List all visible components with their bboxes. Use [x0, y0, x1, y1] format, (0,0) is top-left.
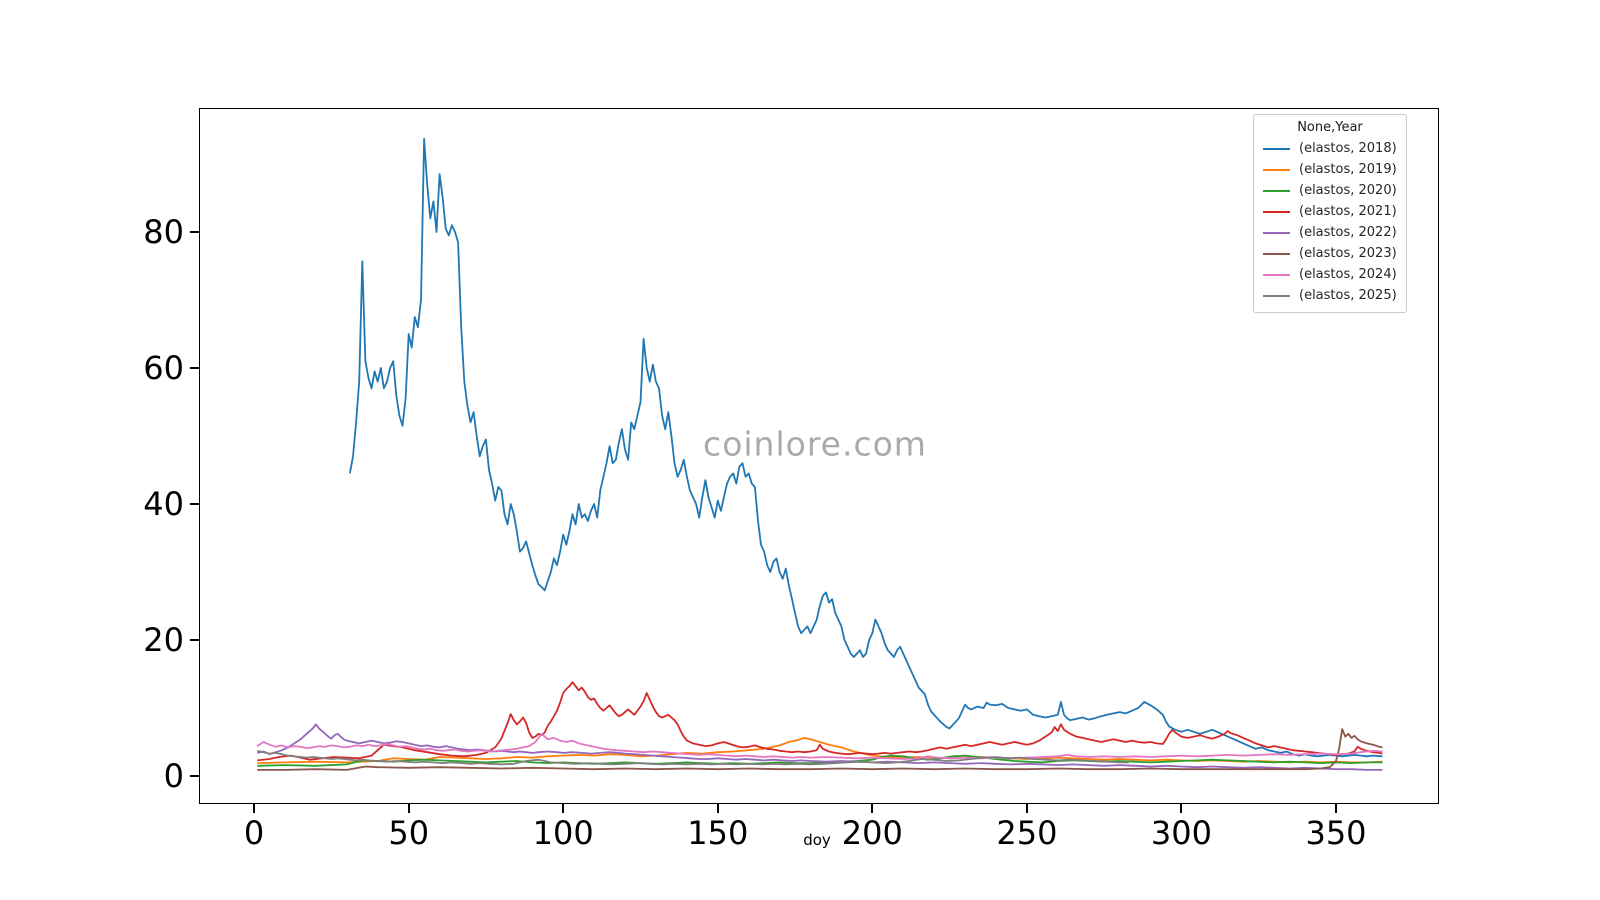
y-tick-label: 20: [143, 621, 184, 659]
legend-entry-label: (elastos, 2018): [1299, 141, 1397, 156]
legend-entry: (elastos, 2022): [1254, 222, 1406, 243]
legend-entry-label: (elastos, 2021): [1299, 204, 1397, 219]
legend-line-swatch: [1263, 147, 1290, 150]
y-tick-mark: [190, 775, 199, 777]
legend-line-swatch: [1263, 231, 1290, 234]
legend-entry-label: (elastos, 2019): [1299, 162, 1397, 177]
legend-line-swatch: [1263, 189, 1290, 192]
y-tick-label: 0: [163, 757, 184, 795]
legend-entries: (elastos, 2018) (elastos, 2019) (elastos, …: [1254, 138, 1406, 306]
x-tick-mark: [1335, 804, 1337, 813]
legend-entry-label: (elastos, 2024): [1299, 267, 1397, 282]
chart-line-2022: [257, 724, 1382, 770]
chart-line-2023: [257, 729, 1382, 770]
x-tick-label: 150: [687, 814, 749, 852]
legend-line-swatch: [1263, 168, 1290, 171]
x-tick-mark: [871, 804, 874, 813]
y-tick-mark: [190, 639, 199, 641]
chart-line-2018: [350, 139, 1383, 756]
legend-entry: (elastos, 2019): [1254, 159, 1406, 180]
legend-entry-label: (elastos, 2020): [1299, 183, 1397, 198]
x-tick-label: 250: [996, 814, 1058, 852]
legend-entry: (elastos, 2023): [1254, 243, 1406, 264]
x-tick-label: 50: [388, 814, 430, 852]
legend-line-swatch: [1263, 252, 1290, 255]
chart-line-2024: [257, 734, 1382, 759]
legend: None,Year (elastos, 2018) (elastos, 2019)…: [1253, 114, 1407, 313]
x-tick-mark: [407, 804, 410, 813]
chart-line-2020: [257, 756, 1382, 766]
legend-title: None,Year: [1297, 120, 1363, 135]
x-tick-mark: [562, 804, 565, 813]
x-tick-label: 300: [1150, 814, 1212, 852]
legend-entry-label: (elastos, 2023): [1299, 246, 1397, 261]
x-tick-label: 100: [532, 814, 594, 852]
chart-canvas: [200, 109, 1438, 803]
y-tick-mark: [190, 503, 199, 505]
x-tick-mark: [253, 804, 256, 813]
legend-entry-label: (elastos, 2025): [1299, 288, 1397, 303]
x-tick-mark: [1025, 804, 1028, 813]
watermark-text: coinlore.com: [703, 424, 927, 464]
x-axis-label: doy: [803, 831, 831, 849]
legend-entry: (elastos, 2021): [1254, 201, 1406, 222]
legend-line-swatch: [1263, 273, 1290, 276]
legend-entry: (elastos, 2025): [1254, 285, 1406, 306]
y-tick-label: 40: [143, 485, 184, 523]
y-tick-label: 80: [143, 213, 184, 251]
x-tick-mark: [716, 804, 719, 813]
x-tick-label: 200: [841, 814, 903, 852]
legend-entry: (elastos, 2024): [1254, 264, 1406, 285]
y-tick-label: 60: [143, 349, 184, 387]
y-tick-mark: [190, 367, 199, 369]
legend-entry: (elastos, 2020): [1254, 180, 1406, 201]
x-tick-label: 0: [243, 814, 265, 852]
chart-line-2025: [257, 751, 1129, 765]
legend-entry: (elastos, 2018): [1254, 138, 1406, 159]
plot-area: [199, 108, 1439, 804]
x-tick-mark: [1180, 804, 1183, 813]
x-tick-label: 350: [1305, 814, 1367, 852]
legend-line-swatch: [1263, 210, 1290, 213]
legend-entry-label: (elastos, 2022): [1299, 225, 1397, 240]
legend-line-swatch: [1263, 294, 1290, 297]
y-tick-mark: [190, 231, 199, 233]
